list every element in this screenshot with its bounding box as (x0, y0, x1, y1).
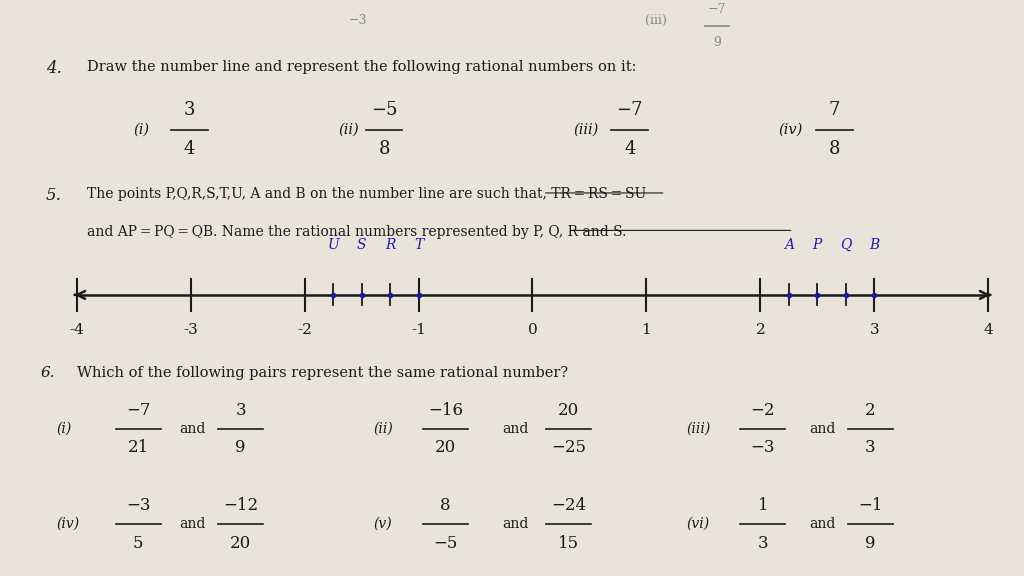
Text: −7: −7 (708, 2, 726, 16)
Text: (v): (v) (374, 517, 392, 531)
Text: 15: 15 (558, 535, 579, 552)
Text: 7: 7 (828, 101, 841, 119)
Text: 20: 20 (230, 535, 251, 552)
Text: 1: 1 (641, 323, 651, 336)
Text: 20: 20 (435, 439, 456, 457)
Text: -4: -4 (70, 323, 84, 336)
Text: -1: -1 (411, 323, 426, 336)
Text: −3: −3 (751, 439, 775, 457)
Text: 3: 3 (183, 101, 196, 119)
Text: 9: 9 (713, 36, 721, 50)
Text: 6.: 6. (41, 366, 55, 380)
Text: (iv): (iv) (778, 123, 803, 137)
Text: U: U (328, 238, 339, 252)
Text: 20: 20 (558, 401, 579, 419)
Text: −3: −3 (349, 14, 368, 28)
Text: 21: 21 (128, 439, 148, 457)
Text: S: S (356, 238, 367, 252)
Text: −12: −12 (223, 497, 258, 514)
Text: 3: 3 (869, 323, 879, 336)
Text: (i): (i) (133, 123, 150, 137)
Text: B: B (869, 238, 880, 252)
Text: -3: -3 (183, 323, 198, 336)
Text: −24: −24 (551, 497, 586, 514)
Text: (i): (i) (56, 422, 72, 436)
Text: and: and (809, 517, 836, 531)
Text: and AP = PQ = QB. Name the rational numbers represented by P, Q, R and S.: and AP = PQ = QB. Name the rational numb… (87, 225, 627, 238)
Text: (iv): (iv) (56, 517, 80, 531)
Text: −16: −16 (428, 401, 463, 419)
Text: (iii): (iii) (573, 123, 599, 137)
Text: −7: −7 (616, 101, 643, 119)
Text: 3: 3 (758, 535, 768, 552)
Text: (iii): (iii) (686, 422, 711, 436)
Text: −25: −25 (551, 439, 586, 457)
Text: 0: 0 (527, 323, 538, 336)
Text: 4: 4 (983, 323, 993, 336)
Text: R: R (385, 238, 395, 252)
Text: 5: 5 (133, 535, 143, 552)
Text: −1: −1 (858, 497, 883, 514)
Text: (vi): (vi) (686, 517, 710, 531)
Text: 4: 4 (624, 140, 636, 158)
Text: and: and (502, 422, 528, 436)
Text: P: P (813, 238, 822, 252)
Text: −2: −2 (751, 401, 775, 419)
Text: 8: 8 (440, 497, 451, 514)
Text: Draw the number line and represent the following rational numbers on it:: Draw the number line and represent the f… (87, 60, 637, 74)
Text: and: and (502, 517, 528, 531)
Text: 9: 9 (865, 535, 876, 552)
Text: 3: 3 (865, 439, 876, 457)
Text: −3: −3 (126, 497, 151, 514)
Text: 9: 9 (236, 439, 246, 457)
Text: −7: −7 (126, 401, 151, 419)
Text: A: A (783, 238, 794, 252)
Text: 5.: 5. (46, 187, 62, 204)
Text: −5: −5 (433, 535, 458, 552)
Text: (iii): (iii) (645, 14, 667, 28)
Text: Which of the following pairs represent the same rational number?: Which of the following pairs represent t… (77, 366, 568, 380)
Text: T: T (414, 238, 423, 252)
Text: and: and (809, 422, 836, 436)
Text: 8: 8 (828, 140, 841, 158)
Text: The points P,Q,R,S,T,U, A and B on the number line are such that, TR = RS = SU: The points P,Q,R,S,T,U, A and B on the n… (87, 187, 646, 201)
Text: 2: 2 (756, 323, 765, 336)
Text: 8: 8 (378, 140, 390, 158)
Text: −5: −5 (371, 101, 397, 119)
Text: 4: 4 (183, 140, 196, 158)
Text: and: and (179, 517, 206, 531)
Text: (ii): (ii) (374, 422, 393, 436)
Text: 3: 3 (236, 401, 246, 419)
Text: -2: -2 (297, 323, 312, 336)
Text: (ii): (ii) (338, 123, 358, 137)
Text: Q: Q (840, 238, 851, 252)
Text: 1: 1 (758, 497, 768, 514)
Text: and: and (179, 422, 206, 436)
Text: 4.: 4. (46, 60, 62, 78)
Text: 2: 2 (865, 401, 876, 419)
